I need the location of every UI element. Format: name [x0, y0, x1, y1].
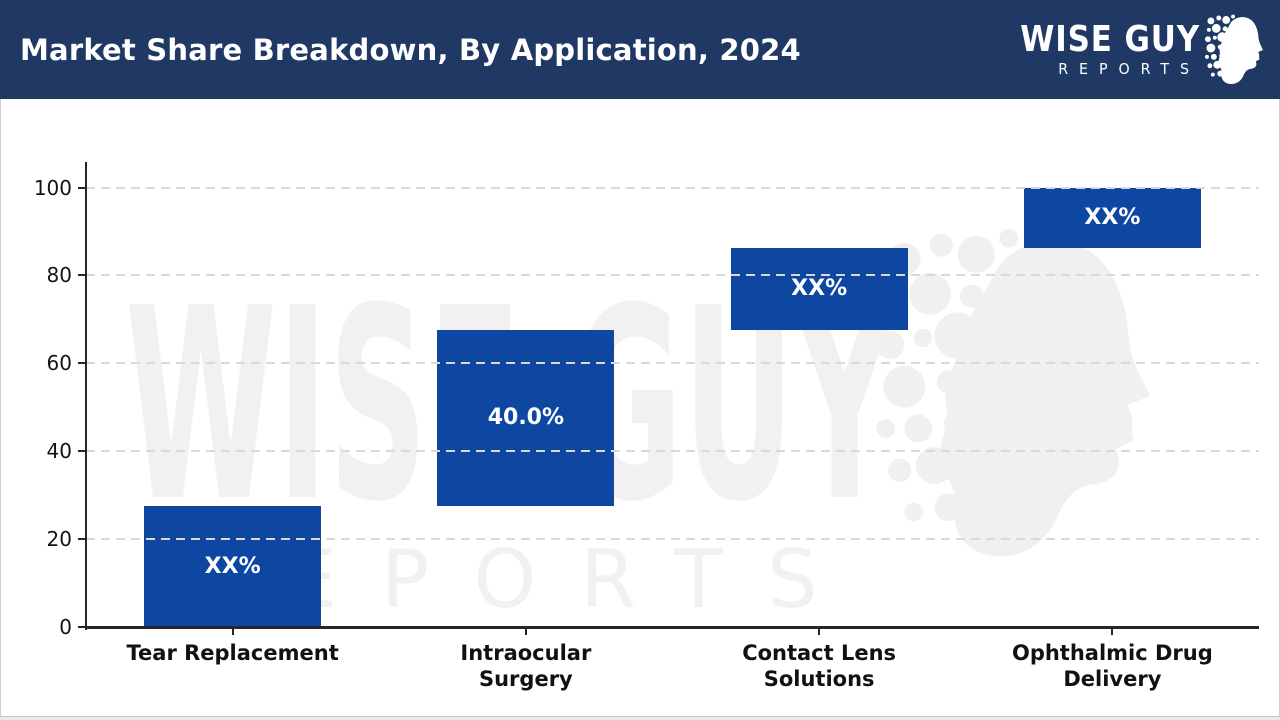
- bar-segment: [437, 330, 615, 507]
- x-axis-label: Tear Replacement: [126, 641, 339, 665]
- y-tick-label: 40: [46, 439, 72, 464]
- y-tick-label: 0: [59, 615, 72, 639]
- gridline: [86, 274, 1259, 277]
- y-tick-mark: [78, 274, 86, 277]
- y-tick-label: 20: [46, 527, 72, 552]
- brand-subtitle: REPORTS: [1058, 60, 1200, 78]
- gridline: [86, 538, 1259, 541]
- x-axis-label: Intraocular Surgery: [460, 641, 592, 691]
- x-axis-label: Contact Lens Solutions: [742, 641, 897, 691]
- bar-value-label: XX%: [791, 276, 848, 302]
- header: Market Share Breakdown, By Application, …: [0, 0, 1280, 99]
- brand-logo: WISE GUY REPORTS: [991, 7, 1266, 93]
- x-tick-mark: [1111, 627, 1114, 635]
- bar-segment: [730, 247, 908, 331]
- y-tick-label: 80: [46, 263, 72, 288]
- bar-value-label: XX%: [1084, 204, 1141, 230]
- gridline: [86, 186, 1259, 189]
- y-tick-mark: [78, 450, 86, 453]
- bar-segment: [144, 506, 322, 627]
- y-tick-mark: [78, 362, 86, 365]
- brand-name: WISE GUY: [1020, 19, 1200, 60]
- y-tick-mark: [78, 538, 86, 541]
- page-title: Market Share Breakdown, By Application, …: [20, 32, 801, 67]
- gridline: [86, 362, 1259, 365]
- x-tick-mark: [818, 627, 821, 635]
- bar-value-label: 40.0%: [487, 405, 565, 431]
- bottom-strip: [0, 717, 1280, 720]
- x-tick-mark: [231, 627, 234, 635]
- logo-face-icon: [1204, 14, 1264, 84]
- x-tick-mark: [524, 627, 527, 635]
- x-axis-label: Ophthalmic Drug Delivery: [1011, 641, 1213, 691]
- x-axis-line: [85, 626, 1259, 629]
- brand-logo-text: WISE GUY REPORTS: [991, 22, 1200, 77]
- y-tick-mark: [78, 186, 86, 189]
- bar-segment: [1023, 187, 1201, 248]
- bar-value-label: XX%: [204, 553, 261, 579]
- y-tick-label: 100: [33, 175, 72, 200]
- y-axis-line: [85, 162, 87, 630]
- y-tick-label: 60: [46, 351, 72, 376]
- gridline: [86, 450, 1259, 453]
- y-tick-mark: [78, 626, 86, 628]
